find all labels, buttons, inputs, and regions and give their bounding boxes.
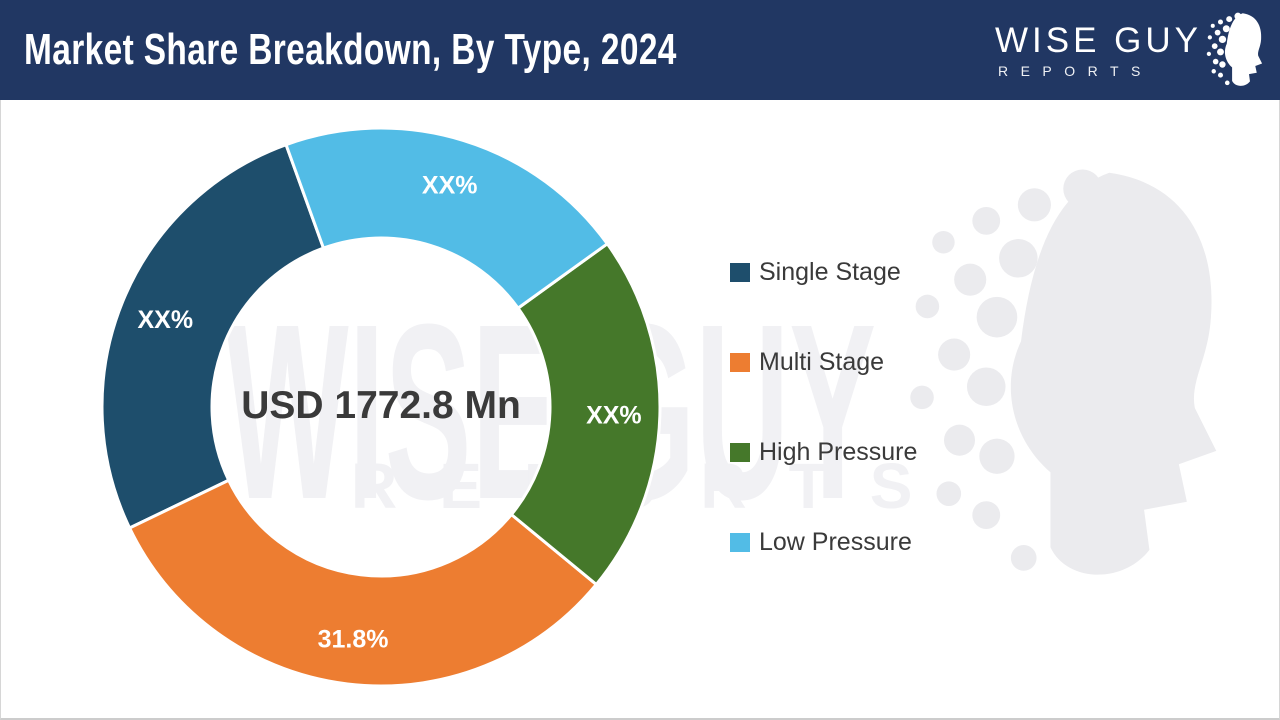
legend-swatch [730,532,750,552]
donut-slice-single-stage [100,143,325,530]
slice-label-low-pressure: XX% [422,171,478,199]
header-bar: Market Share Breakdown, By Type, 2024 WI… [0,0,1280,100]
logo-subtitle: REPORTS [997,62,1153,79]
donut-slice-multi-stage [128,478,598,688]
legend-label: High Pressure [759,437,918,466]
legend-item-multi-stage: Multi Stage [730,342,917,382]
legend-item-single-stage: Single Stage [730,252,917,292]
slice-label-multi-stage: 31.8% [318,625,389,653]
donut-slice-high-pressure [509,242,662,586]
logo-text: WISE GUY REPORTS [995,23,1202,78]
legend-swatch [730,442,750,462]
logo-name: WISE GUY [994,20,1202,60]
legend-item-high-pressure: High Pressure [730,432,917,472]
donut-center-value: USD 1772.8 Mn [241,384,521,427]
face-watermark [910,169,1217,575]
legend-label: Low Pressure [759,527,912,556]
chart-legend: Single Stage Multi Stage High Pressure L… [730,252,917,612]
donut-slice-labels: XX% 31.8% XX% XX% [137,171,641,653]
donut-slices [100,126,662,688]
page-title: Market Share Breakdown, By Type, 2024 [24,25,677,74]
slice-label-single-stage: XX% [137,306,193,334]
legend-item-low-pressure: Low Pressure [730,522,917,562]
legend-swatch [730,352,750,372]
face-profile-icon [1206,12,1263,86]
wise-guy-logo: WISE GUY REPORTS [995,9,1264,91]
slice-label-high-pressure: XX% [586,402,642,430]
legend-swatch [730,262,750,282]
legend-label: Multi Stage [759,347,885,376]
chart-canvas: WISE GUY REPORTS XX% 31.8% XX% XX% USD 1772… [0,100,1280,720]
donut-slice-low-pressure [284,126,609,310]
donut-chart: XX% 31.8% XX% XX% USD 1772.8 Mn [100,126,662,688]
legend-label: Single Stage [759,257,901,286]
